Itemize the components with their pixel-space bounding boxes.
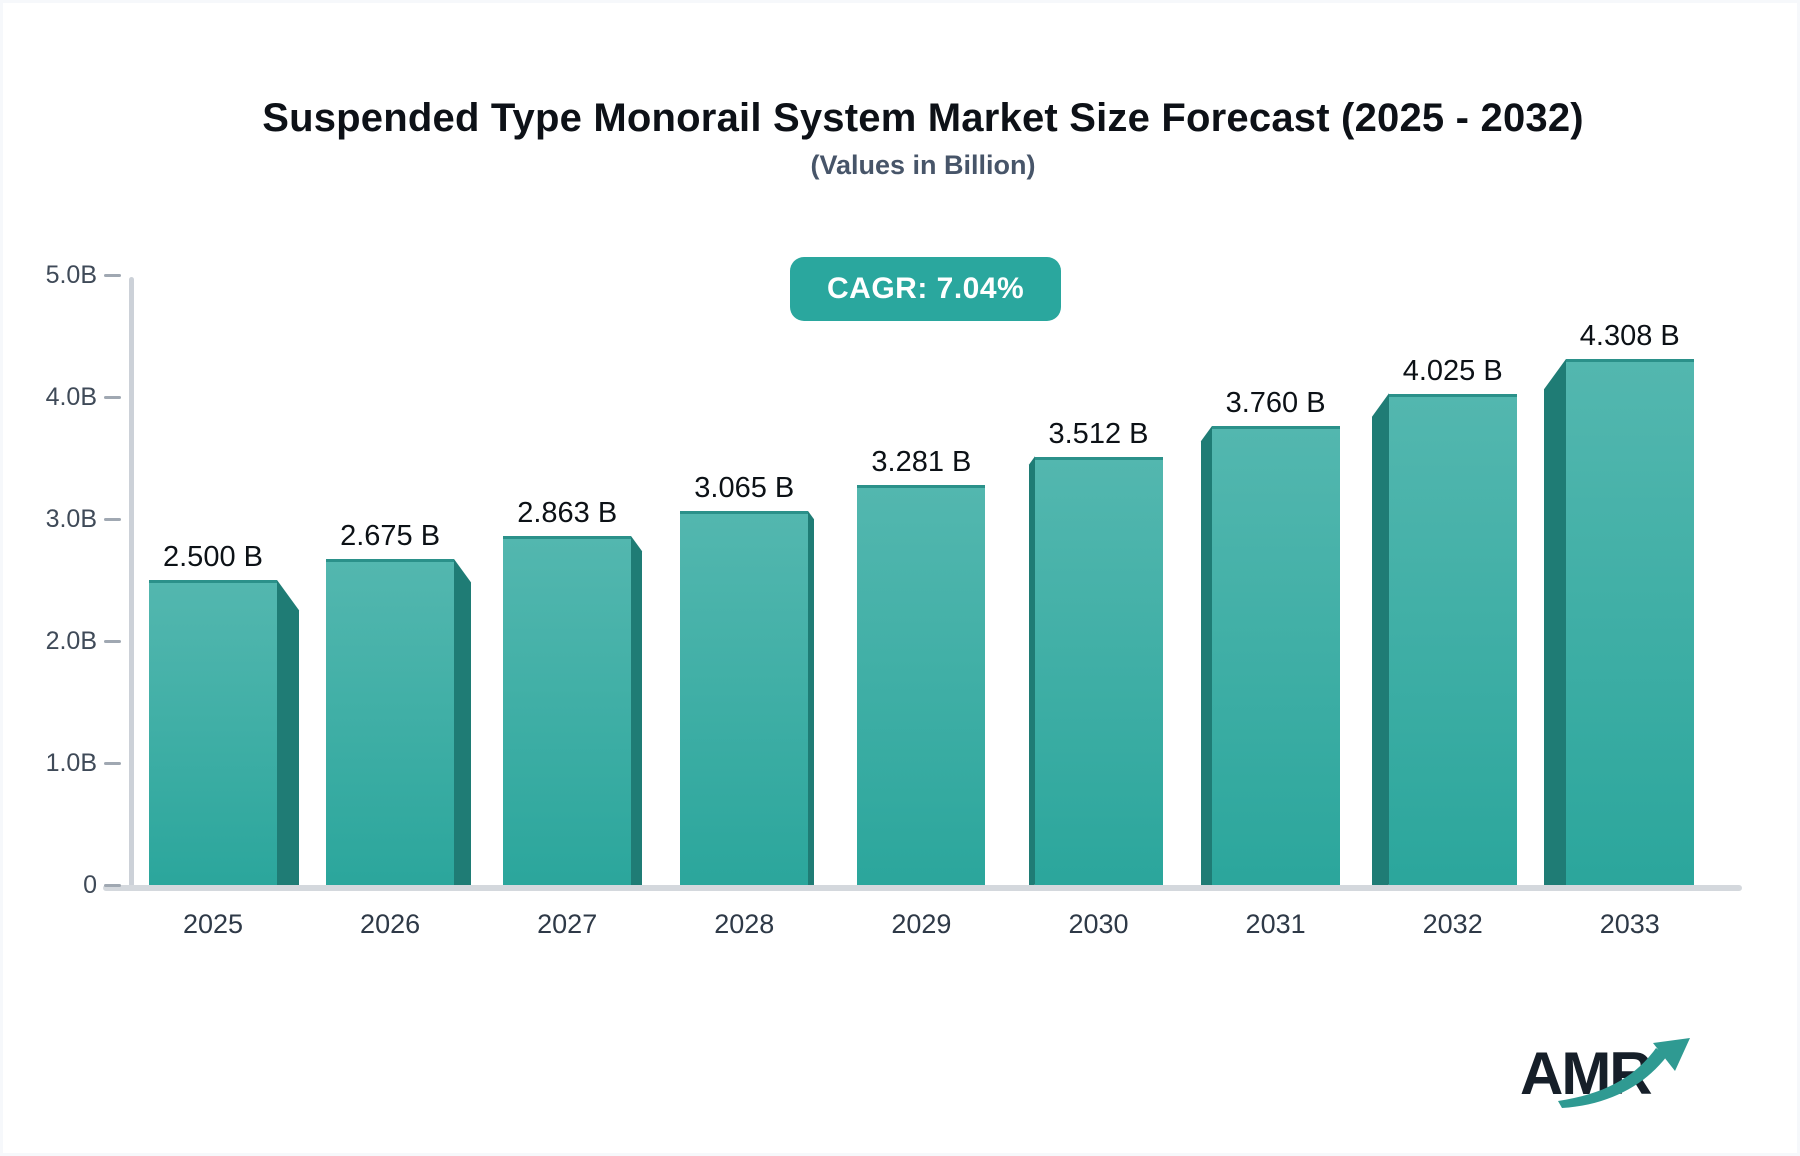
bar-value-label: 3.760 B [1225,387,1326,420]
x-axis-label: 2028 [714,909,775,939]
y-tick-mark [104,640,121,643]
bar-value-label: 3.281 B [871,445,972,478]
bar-2031 [1211,426,1340,885]
x-axis-line [103,885,1742,891]
chart-title: Suspended Type Monorail System Market Si… [262,96,1584,140]
bar-value-label: 2.863 B [517,496,618,529]
bar-value-label: 3.065 B [694,472,795,505]
x-axis-label: 2029 [891,909,952,939]
bar-side-face-2031 [1200,426,1212,885]
bar-side-face-2032 [1372,393,1389,885]
y-tick-label: 0 [83,871,97,899]
bar-side-face-2028 [808,511,814,885]
y-tick-mark [104,518,121,521]
cagr-badge: CAGR: 7.04% [790,257,1062,321]
amr-logo-arrow-head [1653,1038,1690,1071]
bar-2028 [680,511,809,885]
bar-2025 [149,580,277,885]
x-axis-label: 2033 [1599,909,1660,939]
x-axis-label: 2032 [1422,909,1483,939]
bar-side-face-2025 [277,580,299,885]
bar-2030 [1034,456,1163,885]
plot-area: 2.500 B 2.675 B 2.863 B 3.065 B 3.281 B 3.512… [129,277,1694,885]
bar-side-face-2026 [454,558,471,885]
bar-value-label: 4.025 B [1402,354,1503,387]
y-tick-mark [104,274,121,277]
y-tick-label: 5.0B [45,261,97,289]
x-axis-label: 2030 [1068,909,1129,939]
y-tick-mark [104,884,121,887]
bar-value-label: 4.308 B [1579,320,1680,353]
y-tick-label: 3.0B [45,505,97,533]
bar-2027 [503,535,632,885]
y-tick-mark [104,762,121,765]
bar-2033 [1565,359,1694,885]
chart-subtitle: (Values in Billion) [810,150,1036,180]
amr-logo: AMR [1520,1038,1690,1108]
bar-value-label: 2.675 B [340,519,441,552]
x-axis-label: 2025 [182,909,244,939]
y-tick-label: 2.0B [45,627,97,655]
bar-side-face-2027 [631,535,643,885]
y-tick-mark [104,396,121,399]
bar-2032 [1388,393,1517,885]
bar-2029 [857,484,986,885]
bar-side-face-2033 [1543,359,1566,885]
amr-logo-arrow-tail [1558,1048,1667,1108]
x-axis-label: 2027 [537,909,598,939]
y-axis-line [129,277,134,885]
bar-value-label: 2.500 B [163,541,263,573]
y-tick-label: 4.0B [45,383,97,411]
x-axis-label: 2031 [1245,909,1306,939]
x-axis-label: 2026 [360,909,421,939]
bar-2026 [326,558,455,885]
y-tick-label: 1.0B [45,749,97,777]
bar-value-label: 3.512 B [1048,417,1149,450]
